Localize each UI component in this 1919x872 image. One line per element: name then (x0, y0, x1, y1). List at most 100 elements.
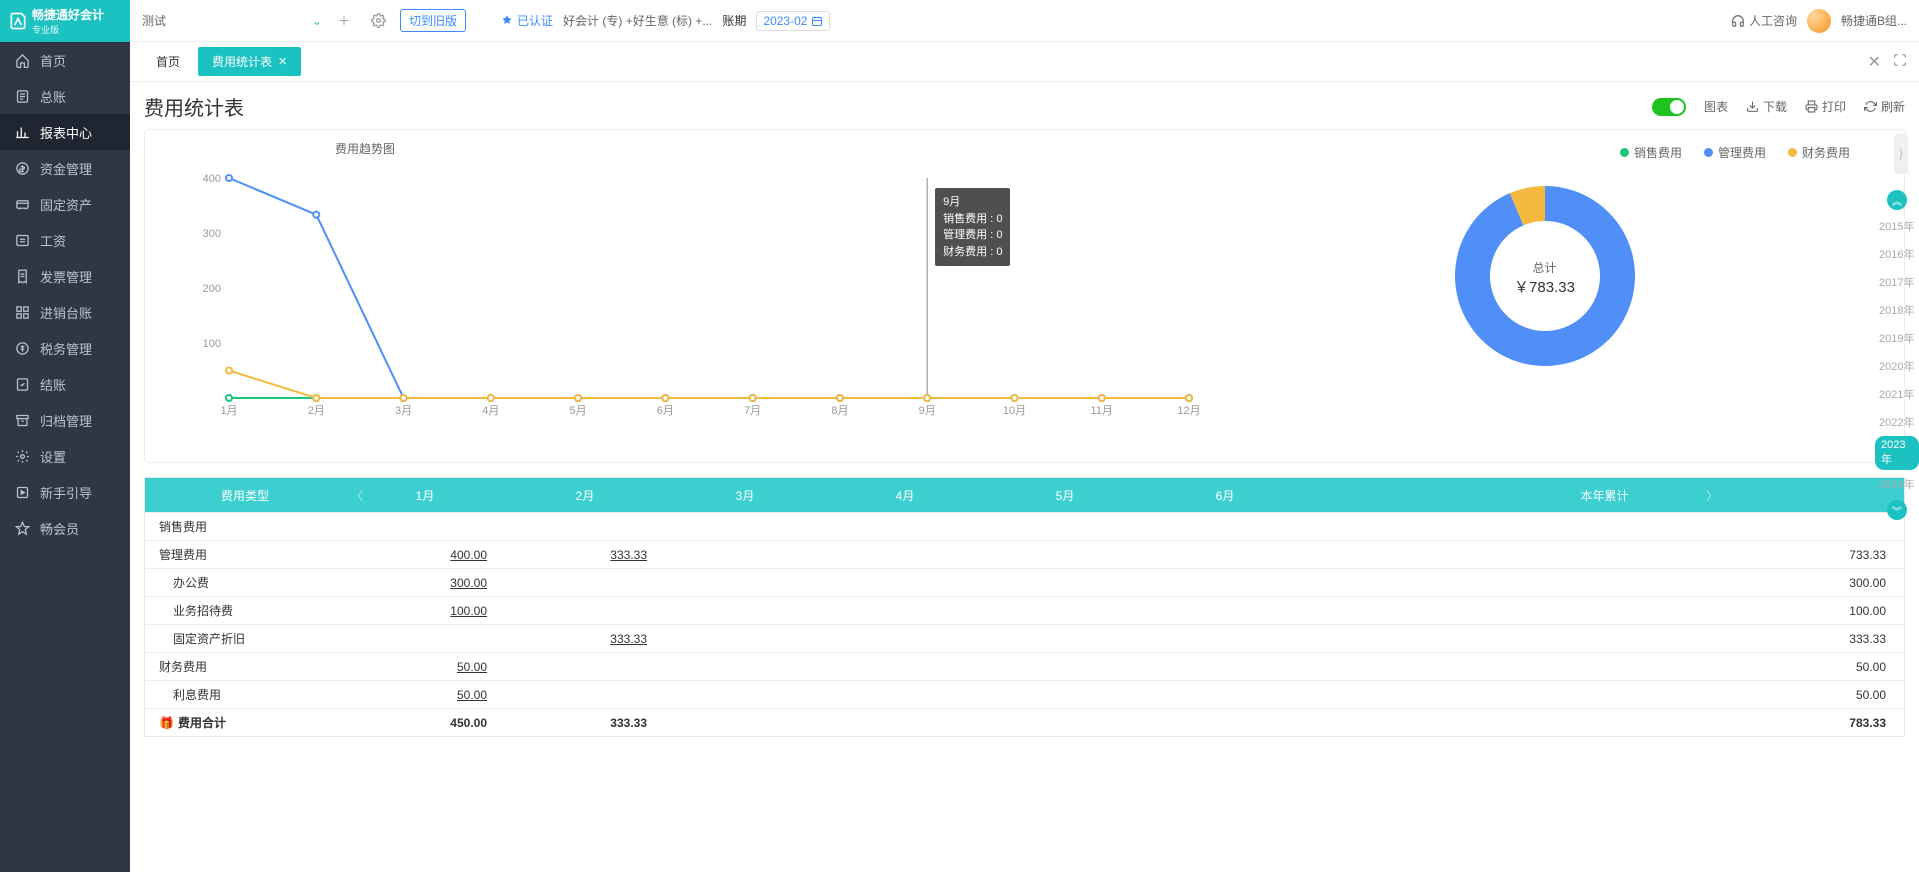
sidebar-item-home[interactable]: 首页 (0, 42, 130, 78)
switch-old-version-button[interactable]: 切到旧版 (400, 9, 466, 32)
year-scroll-up-icon[interactable]: ︽ (1887, 190, 1907, 210)
consult-button[interactable]: 人工咨询 (1731, 12, 1797, 29)
cell[interactable]: 300.00 (345, 576, 505, 590)
sidebar-item-settings[interactable]: 设置 (0, 438, 130, 474)
avatar[interactable] (1807, 9, 1831, 33)
table-row: 办公费300.00300.00 (145, 568, 1904, 596)
chart-legend: 销售费用 管理费用 财务费用 (1620, 144, 1850, 161)
sidebar-item-ledger[interactable]: 总账 (0, 78, 130, 114)
page-body: 费用统计表 图表 下载 打印 刷新 费用趋势图 1002003004001月2月… (130, 82, 1919, 737)
tax-icon (14, 340, 30, 356)
col-total: 本年累计 (1305, 487, 1904, 504)
svg-text:10月: 10月 (1003, 405, 1026, 417)
svg-text:8月: 8月 (831, 405, 848, 417)
cell[interactable]: 450.00 (345, 716, 505, 730)
sidebar-item-label: 固定资产 (40, 195, 92, 214)
sidebar-item-report[interactable]: 报表中心 (0, 114, 130, 150)
brand-logo: 畅捷通好会计专业版 (0, 0, 130, 42)
cell-total: 50.00 (1305, 688, 1904, 702)
col-month: 4月 (825, 487, 985, 504)
company-selector[interactable]: 测试⌄ (142, 12, 322, 29)
cell-total: 100.00 (1305, 604, 1904, 618)
sidebar-item-guide[interactable]: 新手引导 (0, 474, 130, 510)
sidebar-item-tax[interactable]: 税务管理 (0, 330, 130, 366)
period-label: 账期 (722, 12, 746, 29)
sidebar-item-close[interactable]: 结账 (0, 366, 130, 402)
guide-icon (14, 484, 30, 500)
year-item[interactable]: 2019年 (1875, 324, 1919, 352)
svg-text:7月: 7月 (744, 405, 761, 417)
svg-text:200: 200 (203, 283, 221, 295)
cell[interactable]: 333.33 (505, 716, 665, 730)
vip-icon (14, 520, 30, 536)
row-label: 业务招待费 (145, 602, 345, 619)
cell[interactable]: 50.00 (345, 660, 505, 674)
settings-icon (14, 448, 30, 464)
year-item[interactable]: 2015年 (1875, 212, 1919, 240)
close-tab-icon[interactable]: ✕ (1868, 52, 1881, 72)
sidebar-item-vip[interactable]: 畅会员 (0, 510, 130, 546)
table-next-icon[interactable]: 〉 (1700, 478, 1724, 512)
cell[interactable]: 50.00 (345, 688, 505, 702)
col-month: 6月 (1145, 487, 1305, 504)
row-label: 管理费用 (145, 546, 345, 563)
tab[interactable]: 首页 (142, 47, 194, 76)
salary-icon (14, 232, 30, 248)
year-item[interactable]: 2022年 (1875, 408, 1919, 436)
tab[interactable]: 费用统计表 ✕ (198, 47, 301, 76)
add-icon[interactable]: ＋ (332, 9, 356, 33)
asset-icon (14, 196, 30, 212)
sidebar-item-invoice[interactable]: 发票管理 (0, 258, 130, 294)
sidebar-item-label: 新手引导 (40, 483, 92, 502)
sidebar-item-fund[interactable]: 资金管理 (0, 150, 130, 186)
year-item[interactable]: 2024年 (1875, 470, 1919, 498)
cell[interactable]: 100.00 (345, 604, 505, 618)
gear-icon[interactable] (366, 9, 390, 33)
sidebar-item-archive[interactable]: 归档管理 (0, 402, 130, 438)
refresh-button[interactable]: 刷新 (1864, 98, 1905, 115)
tab-close-icon[interactable]: ✕ (278, 55, 287, 68)
expense-table: 费用类型 〈 1月2月3月4月5月6月 〉 本年累计 销售费用管理费用400.0… (144, 477, 1905, 737)
row-label: 利息费用 (145, 686, 345, 703)
table-row: 销售费用 (145, 512, 1904, 540)
table-header: 费用类型 〈 1月2月3月4月5月6月 〉 本年累计 (145, 478, 1904, 512)
donut-center-value: ￥783.33 (1514, 276, 1575, 297)
col-month: 3月 (665, 487, 825, 504)
year-item[interactable]: 2018年 (1875, 296, 1919, 324)
legend-item[interactable]: 管理费用 (1704, 144, 1766, 161)
sidebar-item-salary[interactable]: 工资 (0, 222, 130, 258)
fullscreen-icon[interactable] (1893, 53, 1907, 70)
expand-handle-icon[interactable]: ⟩ (1894, 134, 1908, 174)
sidebar-item-label: 报表中心 (40, 123, 92, 142)
legend-item[interactable]: 财务费用 (1788, 144, 1850, 161)
sidebar-item-label: 税务管理 (40, 339, 92, 358)
cell[interactable]: 333.33 (505, 632, 665, 646)
cell-total: 300.00 (1305, 576, 1904, 590)
download-button[interactable]: 下载 (1746, 98, 1787, 115)
table-row: 管理费用400.00333.33 733.33 (145, 540, 1904, 568)
year-item[interactable]: 2021年 (1875, 380, 1919, 408)
chart-toggle[interactable] (1652, 98, 1686, 116)
archive-icon (14, 412, 30, 428)
period-picker[interactable]: 2023-02 (756, 11, 830, 31)
col-type: 费用类型 (145, 487, 345, 504)
user-name[interactable]: 畅捷通B组... (1841, 12, 1907, 29)
sidebar-item-stock[interactable]: 进销台账 (0, 294, 130, 330)
cell-total: 733.33 (1305, 548, 1904, 562)
cell[interactable]: 400.00 (345, 548, 505, 562)
print-button[interactable]: 打印 (1805, 98, 1846, 115)
ledger-icon (14, 88, 30, 104)
row-label: 固定资产折旧 (145, 630, 345, 647)
cell[interactable]: 333.33 (505, 548, 665, 562)
year-item[interactable]: 2020年 (1875, 352, 1919, 380)
year-item[interactable]: 2016年 (1875, 240, 1919, 268)
year-item[interactable]: 2023年 (1875, 436, 1919, 470)
year-item[interactable]: 2017年 (1875, 268, 1919, 296)
tab-label: 费用统计表 (212, 53, 272, 70)
table-row: 业务招待费100.00100.00 (145, 596, 1904, 624)
table-prev-icon[interactable]: 〈 (345, 478, 369, 512)
year-scroll-down-icon[interactable]: ︾ (1887, 500, 1907, 520)
sidebar-item-asset[interactable]: 固定资产 (0, 186, 130, 222)
legend-item[interactable]: 销售费用 (1620, 144, 1682, 161)
cert-badge: 已认证 (500, 12, 553, 29)
